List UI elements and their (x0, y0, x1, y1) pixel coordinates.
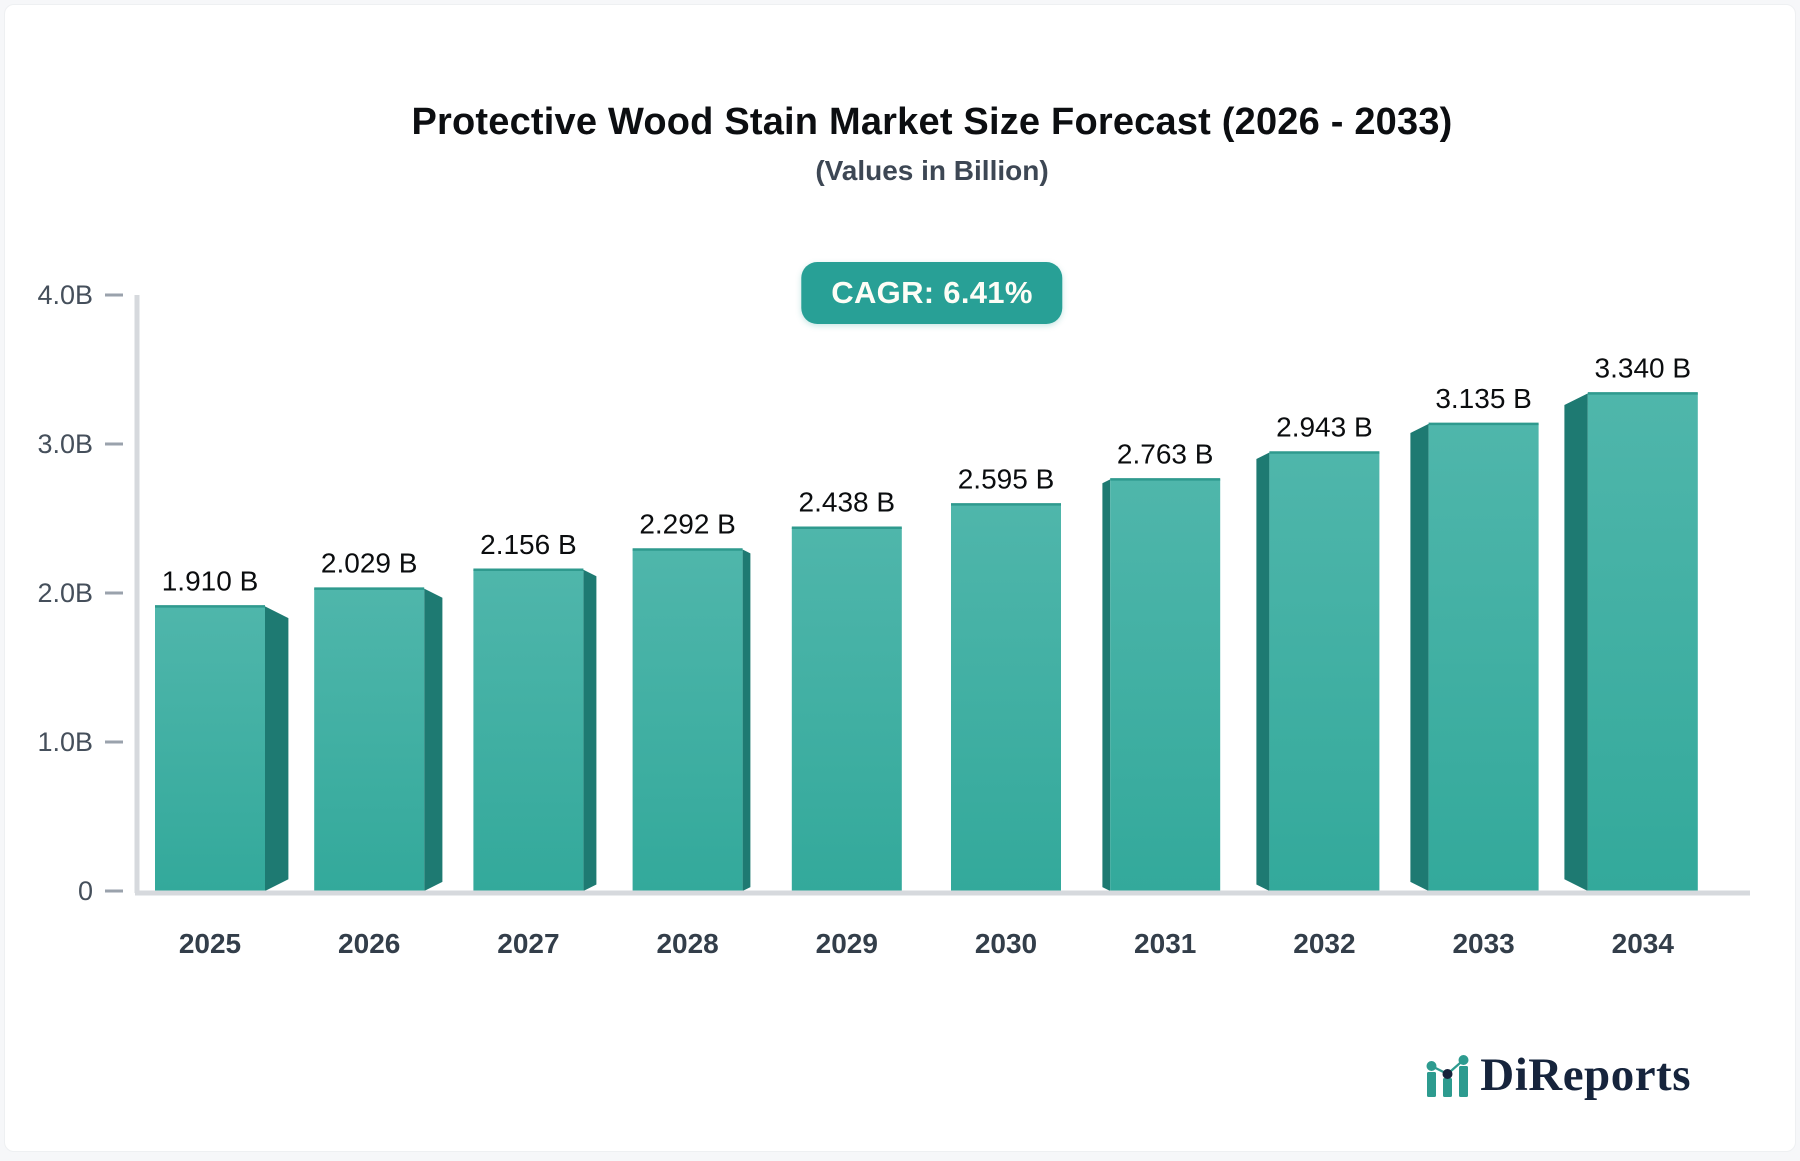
logo-mini-bars (1427, 1065, 1469, 1097)
direports-logo-text: DiReports (1480, 1049, 1691, 1101)
bar-2032 (1269, 452, 1380, 891)
direports-logo: DiReports (1425, 1052, 1691, 1099)
x-axis-label: 2031 (1134, 928, 1196, 959)
bar-2027 (473, 569, 584, 891)
market-size-chart: 4.0B 3.0B 2.0B 1.0B 0 1.910 B 2025 2.029 B 2026 2… (37, 280, 1750, 959)
x-axis-label: 2025 (179, 928, 241, 959)
bar-value-label: 2.029 B (321, 548, 418, 579)
y-axis-label: 4.0B (37, 280, 93, 310)
bar-2026 (314, 588, 425, 891)
bar-side (742, 549, 751, 891)
bar-value-label: 2.763 B (1117, 438, 1214, 469)
bar-2030 (951, 504, 1061, 891)
bar-side (265, 606, 289, 891)
y-axis-label: 2.0B (37, 578, 93, 608)
bar-side (583, 569, 597, 891)
logo-dot-right (1458, 1054, 1469, 1065)
bar-value-label: 2.438 B (799, 487, 896, 518)
x-axis-label: 2027 (497, 928, 559, 959)
bar-2029 (791, 527, 902, 891)
bar-2025 (155, 606, 265, 891)
bar-value-label: 2.943 B (1276, 411, 1373, 442)
y-axis-label: 3.0B (37, 429, 93, 459)
x-axis-label: 2034 (1612, 928, 1675, 959)
bar-side (1410, 423, 1429, 891)
bar-value-label: 2.595 B (958, 463, 1055, 494)
bar-value-label: 1.910 B (162, 565, 259, 596)
x-axis-label: 2029 (816, 928, 878, 959)
direports-logo-icon (1426, 1054, 1469, 1097)
y-axis-label: 0 (78, 876, 93, 906)
bar-side (1564, 393, 1588, 891)
x-axis-label: 2032 (1293, 928, 1355, 959)
bar-2033 (1428, 423, 1539, 891)
bar-side (1256, 452, 1270, 891)
x-axis-label: 2030 (975, 928, 1037, 959)
logo-dot-middle (1442, 1068, 1453, 1079)
logo-dot-left (1426, 1060, 1437, 1071)
bar-value-label: 3.340 B (1595, 352, 1692, 383)
bar-value-label: 2.292 B (639, 508, 736, 539)
bar-2031 (1110, 479, 1221, 891)
x-axis-label: 2033 (1452, 928, 1514, 959)
bar-side (424, 588, 443, 891)
y-axis-label: 1.0B (37, 727, 93, 757)
chart-card: Protective Wood Stain Market Size Foreca… (4, 4, 1796, 1152)
bar-side (1102, 479, 1111, 891)
bar-2034 (1587, 393, 1698, 891)
bar-value-label: 3.135 B (1435, 383, 1532, 414)
x-axis-label: 2028 (656, 928, 718, 959)
bar-value-label: 2.156 B (480, 529, 577, 560)
bar-2028 (632, 549, 743, 891)
x-axis-label: 2026 (338, 928, 400, 959)
